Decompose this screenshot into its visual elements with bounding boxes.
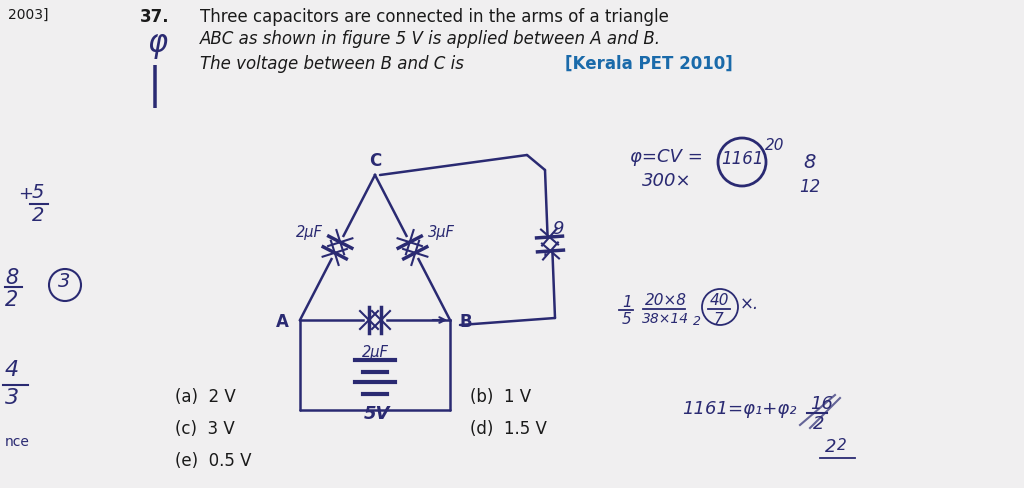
Text: (c)  3 V: (c) 3 V — [175, 420, 234, 438]
Text: C: C — [369, 152, 381, 170]
Text: 1161=φ₁+φ₂: 1161=φ₁+φ₂ — [682, 400, 797, 418]
Text: 2μF: 2μF — [361, 345, 388, 360]
Text: Three capacitors are connected in the arms of a triangle: Three capacitors are connected in the ar… — [200, 8, 669, 26]
Text: (d)  1.5 V: (d) 1.5 V — [470, 420, 547, 438]
Text: 8: 8 — [5, 268, 18, 288]
Text: 3: 3 — [58, 272, 71, 291]
Text: 2003]: 2003] — [8, 8, 48, 22]
Text: 1161: 1161 — [721, 150, 763, 168]
Text: 5: 5 — [622, 312, 632, 327]
Text: .: . — [542, 240, 549, 260]
Text: (b)  1 V: (b) 1 V — [470, 388, 531, 406]
Text: The voltage between B and C is: The voltage between B and C is — [200, 55, 464, 73]
Text: 300×: 300× — [642, 172, 691, 190]
Text: 1: 1 — [622, 295, 632, 310]
Text: 2: 2 — [693, 315, 701, 328]
Text: ×.: ×. — [740, 295, 759, 313]
Text: 8: 8 — [804, 153, 816, 172]
Text: 2: 2 — [5, 290, 18, 310]
Text: 2μF: 2μF — [296, 225, 323, 240]
Text: 2: 2 — [32, 206, 44, 225]
Text: ABC as shown in figure 5 V is applied between A and B.: ABC as shown in figure 5 V is applied be… — [200, 30, 662, 48]
Text: 9: 9 — [552, 220, 564, 238]
Text: 40: 40 — [710, 293, 729, 308]
Text: [Kerala PET 2010]: [Kerala PET 2010] — [565, 55, 733, 73]
Text: 16: 16 — [810, 395, 833, 413]
Text: 12: 12 — [800, 178, 820, 196]
Text: A: A — [275, 313, 289, 331]
Text: 20: 20 — [765, 138, 784, 153]
Text: 3μF: 3μF — [427, 225, 455, 240]
Text: (a)  2 V: (a) 2 V — [175, 388, 236, 406]
Text: B: B — [460, 313, 472, 331]
Text: 2: 2 — [825, 438, 837, 456]
Text: 4: 4 — [5, 360, 19, 380]
Text: 5V: 5V — [364, 405, 390, 423]
Text: 20×8: 20×8 — [645, 293, 687, 308]
Text: 2: 2 — [837, 438, 847, 453]
Text: +: + — [18, 185, 33, 203]
Text: φ=CV =: φ=CV = — [630, 148, 702, 166]
Text: 3: 3 — [5, 388, 19, 408]
Text: |: | — [148, 65, 162, 108]
Text: nce: nce — [5, 435, 30, 449]
Text: (e)  0.5 V: (e) 0.5 V — [175, 452, 252, 470]
Text: 37.: 37. — [140, 8, 170, 26]
Text: 38×14: 38×14 — [642, 312, 689, 326]
Text: φ: φ — [148, 30, 168, 59]
Text: 5: 5 — [32, 183, 44, 202]
Text: 7: 7 — [714, 312, 724, 327]
Text: 2: 2 — [813, 415, 824, 433]
